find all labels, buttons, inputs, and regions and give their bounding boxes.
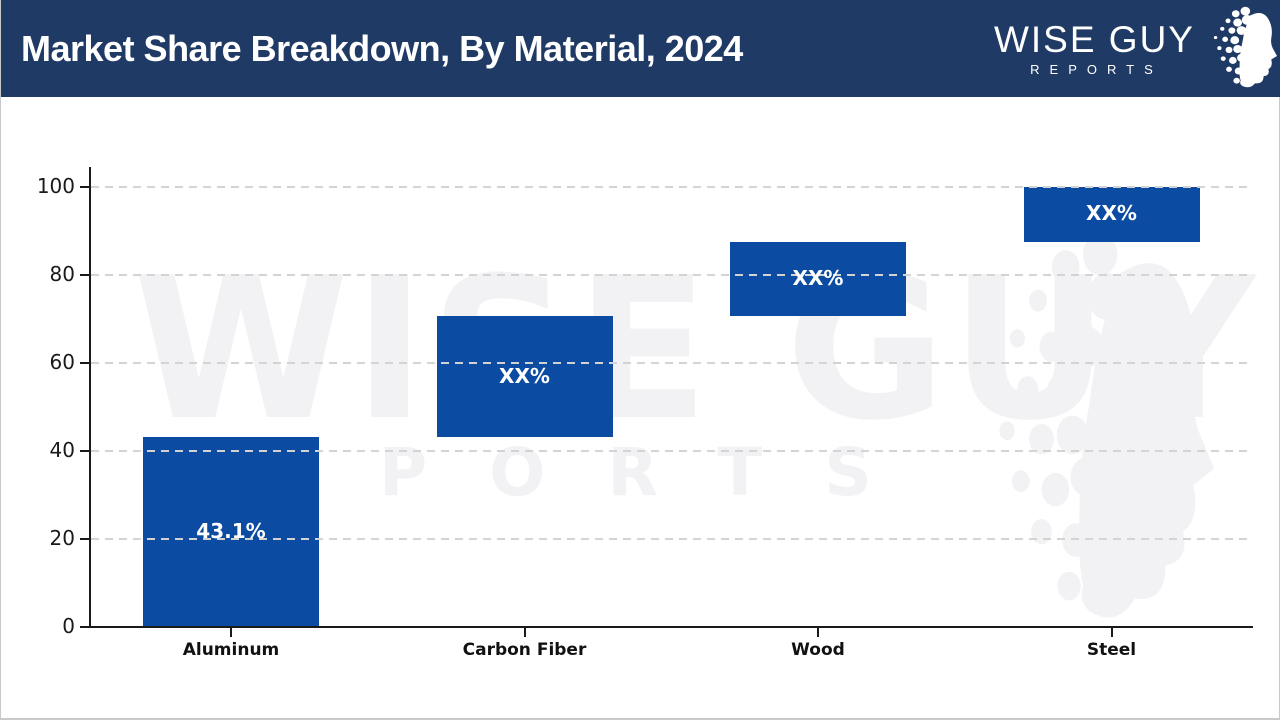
y-tick-mark (80, 186, 89, 189)
x-tick-mark (523, 628, 526, 637)
y-tick-label: 40 (49, 437, 75, 462)
x-tick-mark (817, 628, 819, 637)
logo-text: WISE GUY REPORTS (994, 21, 1195, 77)
y-tick-label: 100 (36, 174, 75, 199)
bar-value-label: 43.1% (196, 518, 266, 543)
y-tick-label: 60 (49, 349, 75, 374)
y-axis-line (89, 167, 91, 628)
bar-value-label: XX% (1086, 201, 1137, 226)
bar-value-label: XX% (499, 363, 550, 388)
y-tick-mark (80, 537, 89, 540)
bar-steel (1023, 187, 1200, 242)
y-tick-label: 0 (62, 613, 75, 638)
x-axis-category-label: Aluminum (182, 640, 280, 660)
y-tick-mark (80, 361, 89, 364)
gridline (91, 186, 1253, 189)
x-axis-line (89, 626, 1253, 628)
chart-title: Market Share Breakdown, By Material, 202… (21, 27, 743, 69)
y-tick-label: 80 (49, 262, 75, 287)
header-bar: Market Share Breakdown, By Material, 202… (1, 0, 1280, 97)
bar-wood (730, 241, 906, 317)
x-axis-category-label: Carbon Fiber (462, 640, 587, 660)
y-tick-label: 20 (49, 525, 75, 550)
watermark-head-icon (986, 233, 1214, 618)
y-tick-mark (80, 449, 89, 452)
wiseguy-logo: WISE GUY REPORTS (994, 5, 1280, 93)
x-tick-mark (1110, 628, 1113, 637)
x-tick-mark (230, 628, 232, 637)
logo-subtitle: REPORTS (1030, 61, 1163, 77)
gridline (91, 274, 1253, 277)
gridline (91, 361, 1253, 364)
watermark-wordmark: WISE GUY (133, 236, 1260, 464)
gridline (91, 537, 1253, 540)
y-tick-mark (80, 625, 89, 628)
x-axis-category-label: Wood (791, 640, 845, 660)
gridline (91, 449, 1253, 452)
bar-value-label: XX% (792, 266, 844, 291)
x-axis-category-label: Steel (1086, 640, 1137, 660)
y-tick-mark (80, 274, 89, 277)
bar-aluminum (143, 437, 319, 627)
bar-carbon-fiber (436, 316, 613, 438)
dotted-head-icon (1213, 6, 1277, 87)
logo-wordmark: WISE GUY (993, 18, 1195, 60)
